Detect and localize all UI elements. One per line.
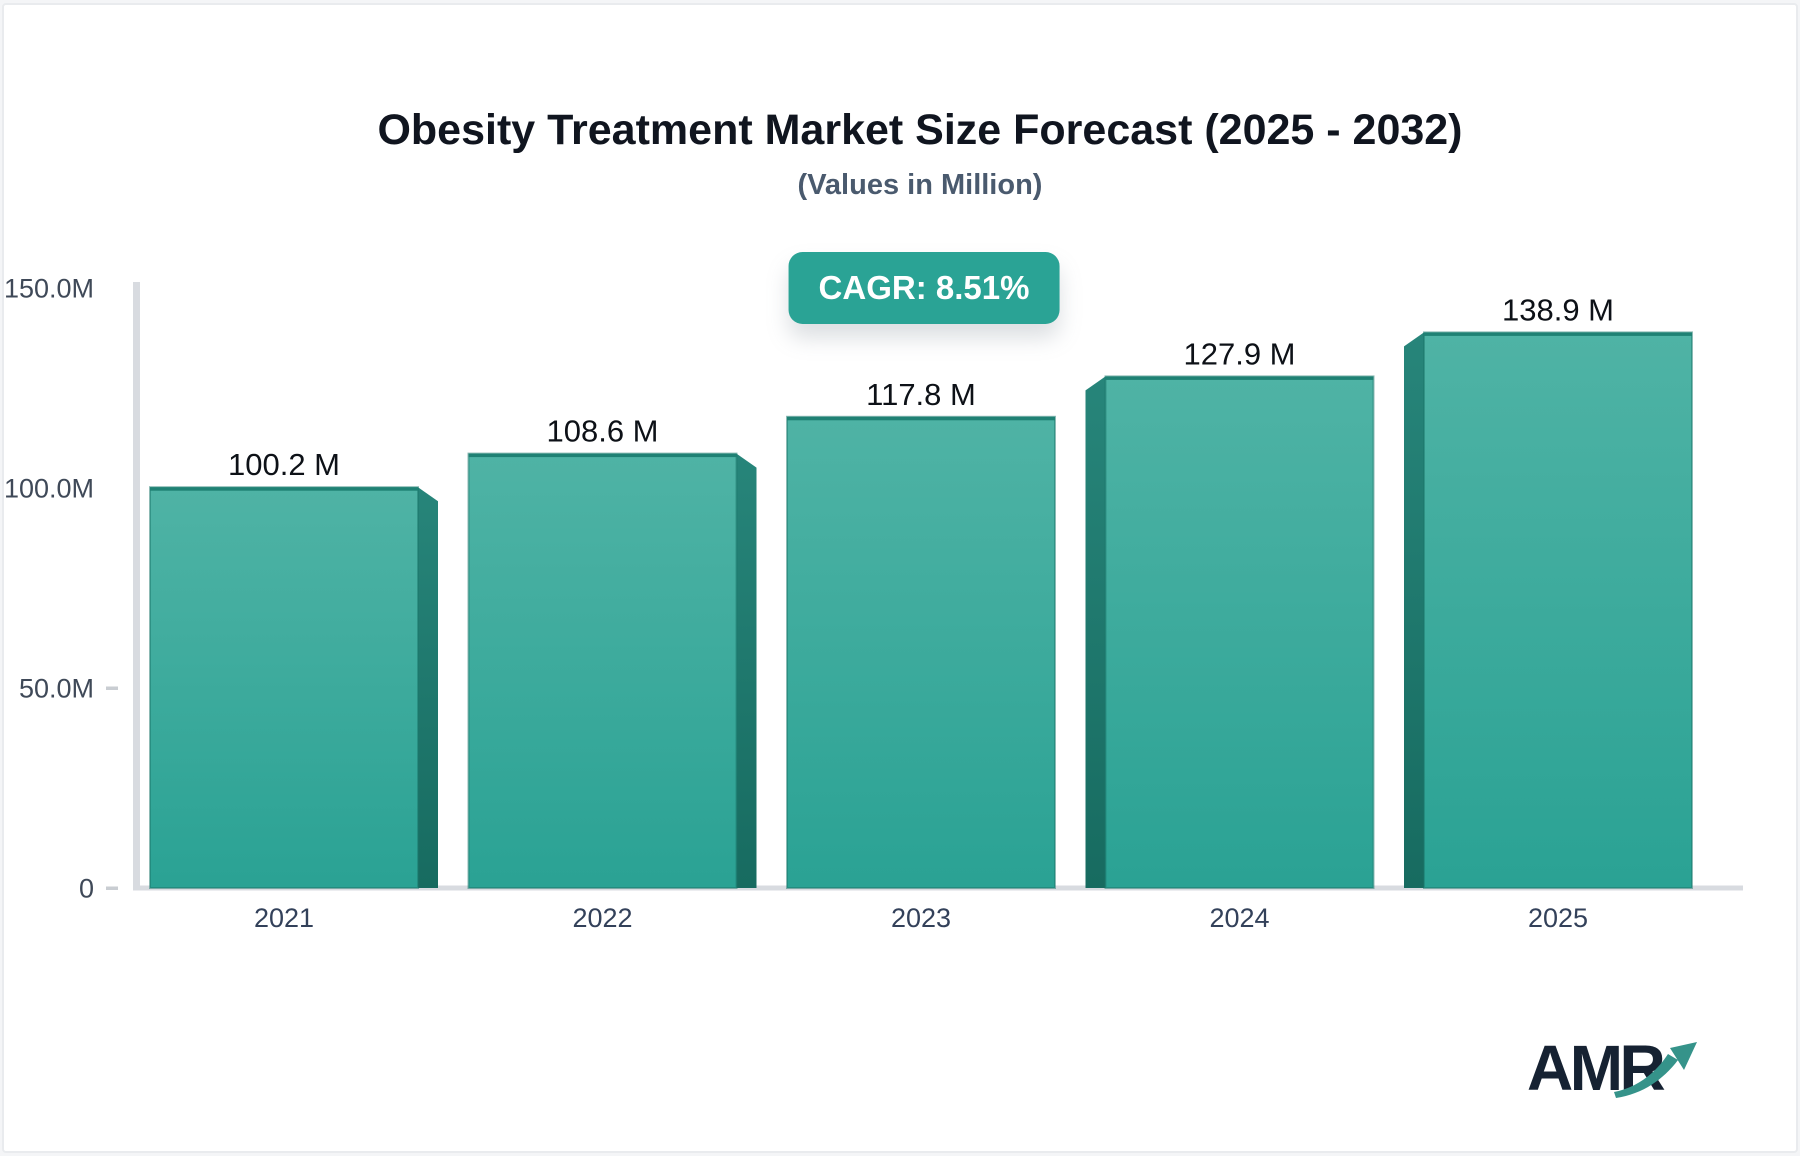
x-axis-label: 2022 bbox=[572, 903, 632, 933]
x-axis-label: 2021 bbox=[254, 903, 314, 933]
bar-value-label: 127.9 M bbox=[1183, 336, 1295, 371]
bar-top-edge bbox=[150, 487, 418, 491]
cagr-badge: CAGR: 8.51% bbox=[788, 252, 1060, 324]
y-axis-line bbox=[133, 282, 140, 888]
trend-up-arrow-icon bbox=[1614, 1042, 1697, 1098]
bar-value-label: 117.8 M bbox=[866, 377, 976, 412]
x-axis-label: 2023 bbox=[891, 903, 951, 933]
bar-2025 bbox=[1423, 331, 1693, 889]
bar-side bbox=[1404, 332, 1424, 888]
x-axis-label: 2024 bbox=[1209, 903, 1269, 933]
bar-side bbox=[1085, 376, 1106, 888]
bar-top-edge bbox=[1105, 376, 1374, 380]
bar-value-label: 138.9 M bbox=[1502, 292, 1614, 327]
amr-logo-text: AMR bbox=[1527, 1032, 1666, 1104]
y-tick-label: 100.0M bbox=[4, 474, 94, 504]
bar-2021 bbox=[149, 486, 419, 889]
y-tick-mark bbox=[106, 686, 118, 690]
x-axis-label: 2025 bbox=[1528, 903, 1588, 933]
y-tick-label: 0 bbox=[79, 874, 94, 904]
bar-side bbox=[418, 487, 438, 888]
bar-side bbox=[736, 453, 757, 888]
bar-value-label: 108.6 M bbox=[546, 414, 658, 449]
chart-subtitle: (Values in Million) bbox=[797, 169, 1043, 201]
y-tick-mark bbox=[106, 886, 118, 890]
bar-2022 bbox=[467, 452, 738, 889]
bar-2023 bbox=[786, 415, 1056, 889]
y-tick-label: 50.0M bbox=[19, 674, 94, 704]
bar-top-edge bbox=[468, 453, 737, 458]
bar-top-edge bbox=[1424, 332, 1692, 336]
bar-value-label: 100.2 M bbox=[228, 447, 340, 482]
bar-top-edge bbox=[787, 416, 1055, 421]
y-tick-label: 150.0M bbox=[4, 274, 94, 304]
chart-title: Obesity Treatment Market Size Forecast (… bbox=[377, 106, 1463, 154]
bar-2024 bbox=[1104, 375, 1375, 889]
